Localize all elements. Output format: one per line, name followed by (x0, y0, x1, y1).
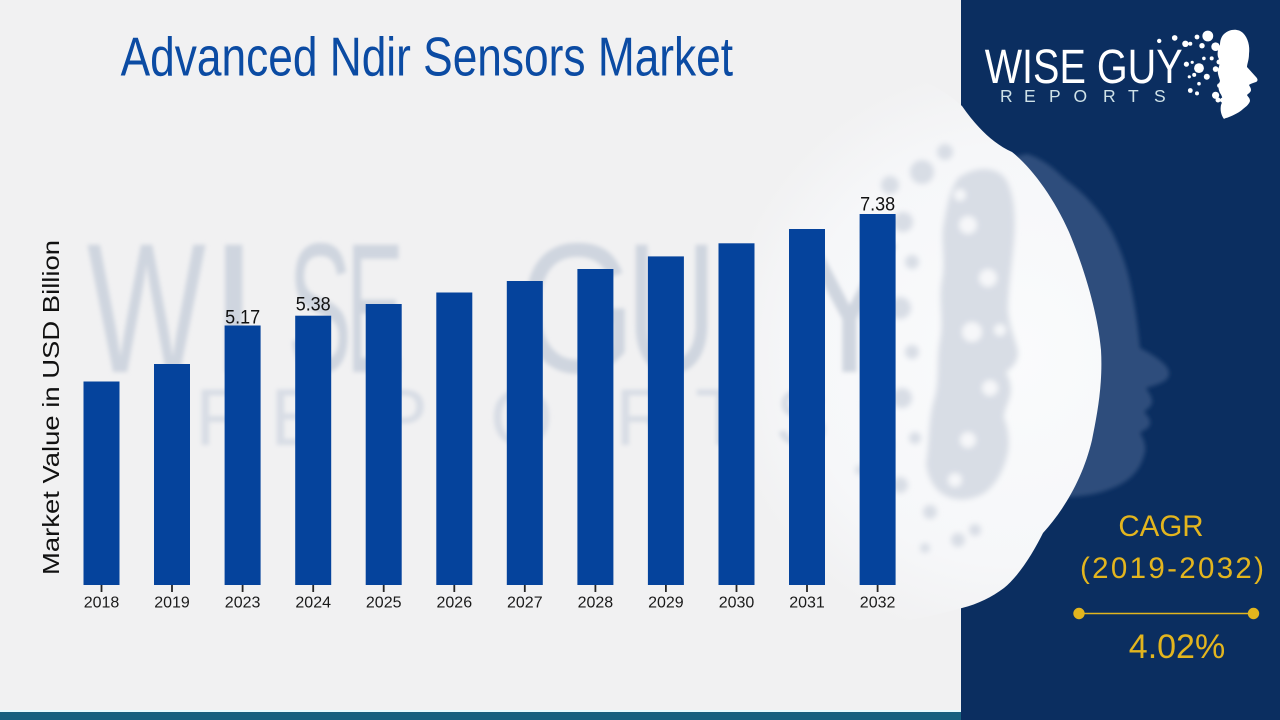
svg-text:4.02%: 4.02% (1129, 628, 1225, 666)
svg-text:2028: 2028 (578, 595, 614, 612)
svg-text:2032: 2032 (860, 595, 896, 612)
svg-text:2031: 2031 (789, 595, 825, 612)
svg-text:Market Value in USD Billion: Market Value in USD Billion (38, 240, 64, 575)
svg-text:7.38: 7.38 (860, 193, 895, 215)
svg-text:2018: 2018 (84, 595, 120, 612)
svg-text:5.38: 5.38 (296, 294, 331, 316)
svg-text:2025: 2025 (366, 595, 402, 612)
svg-text:(2019-2032): (2019-2032) (1080, 552, 1264, 585)
svg-text:2029: 2029 (648, 595, 684, 612)
svg-text:5.17: 5.17 (225, 306, 260, 328)
svg-text:2027: 2027 (507, 595, 543, 612)
svg-text:2019: 2019 (154, 595, 190, 612)
svg-text:CAGR: CAGR (1118, 510, 1203, 543)
svg-text:WISE GUY: WISE GUY (985, 41, 1183, 94)
svg-text:2024: 2024 (295, 595, 331, 612)
svg-text:2030: 2030 (719, 595, 755, 612)
svg-text:2023: 2023 (225, 595, 261, 612)
svg-text:Advanced Ndir Sensors Market: Advanced Ndir Sensors Market (121, 26, 734, 88)
svg-text:2026: 2026 (437, 595, 473, 612)
